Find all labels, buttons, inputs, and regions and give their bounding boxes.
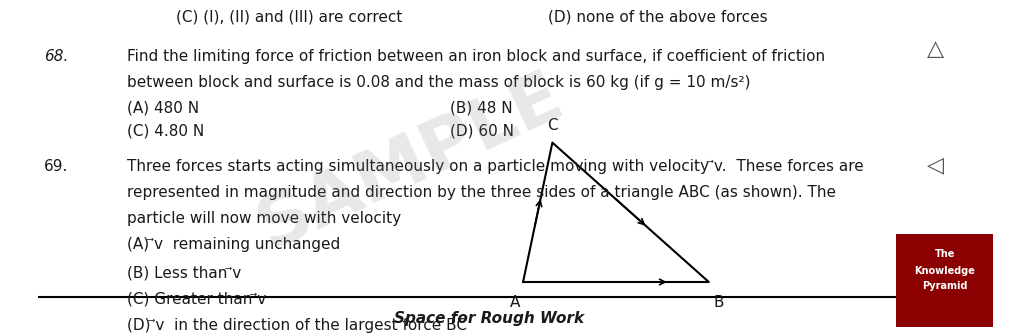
Text: (C) 4.80 N: (C) 4.80 N <box>127 123 205 138</box>
Text: particle will now move with velocity: particle will now move with velocity <box>127 211 401 226</box>
Text: (A) 480 N: (A) 480 N <box>127 101 200 116</box>
Text: (C) (I), (II) and (III) are correct: (C) (I), (II) and (III) are correct <box>176 10 402 25</box>
Text: Find the limiting force of friction between an iron block and surface, if coeffi: Find the limiting force of friction betw… <box>127 49 825 63</box>
Text: The: The <box>935 249 954 260</box>
Text: (C) Greater than ⃗v: (C) Greater than ⃗v <box>127 292 266 307</box>
FancyBboxPatch shape <box>891 229 998 332</box>
Text: (A) ⃗v  remaining unchanged: (A) ⃗v remaining unchanged <box>127 236 340 252</box>
Text: (B) 48 N: (B) 48 N <box>450 101 512 116</box>
Text: between block and surface is 0.08 and the mass of block is 60 kg (if g = 10 m/s²: between block and surface is 0.08 and th… <box>127 74 751 90</box>
Text: 68.: 68. <box>44 49 69 63</box>
Text: ◁: ◁ <box>927 156 944 176</box>
Text: B: B <box>714 295 724 310</box>
Text: Three forces starts acting simultaneously on a particle moving with velocity ⃗v.: Three forces starts acting simultaneousl… <box>127 159 864 174</box>
Text: Space for Rough Work: Space for Rough Work <box>394 311 584 326</box>
Text: represented in magnitude and direction by the three sides of a triangle ABC (as : represented in magnitude and direction b… <box>127 185 837 200</box>
Text: A: A <box>510 295 520 310</box>
Text: (D) none of the above forces: (D) none of the above forces <box>548 10 767 25</box>
Text: C: C <box>547 118 558 133</box>
Text: △: △ <box>927 39 944 59</box>
Text: (D) 60 N: (D) 60 N <box>450 123 514 138</box>
Text: Knowledge: Knowledge <box>914 266 975 276</box>
Text: 69.: 69. <box>44 159 69 174</box>
Text: Pyramid: Pyramid <box>922 281 968 291</box>
Text: (B) Less than ⃗v: (B) Less than ⃗v <box>127 266 242 281</box>
Text: (D) ⃗v  in the direction of the largest force BC: (D) ⃗v in the direction of the largest f… <box>127 318 467 333</box>
Text: SAMPLE: SAMPLE <box>248 61 574 263</box>
